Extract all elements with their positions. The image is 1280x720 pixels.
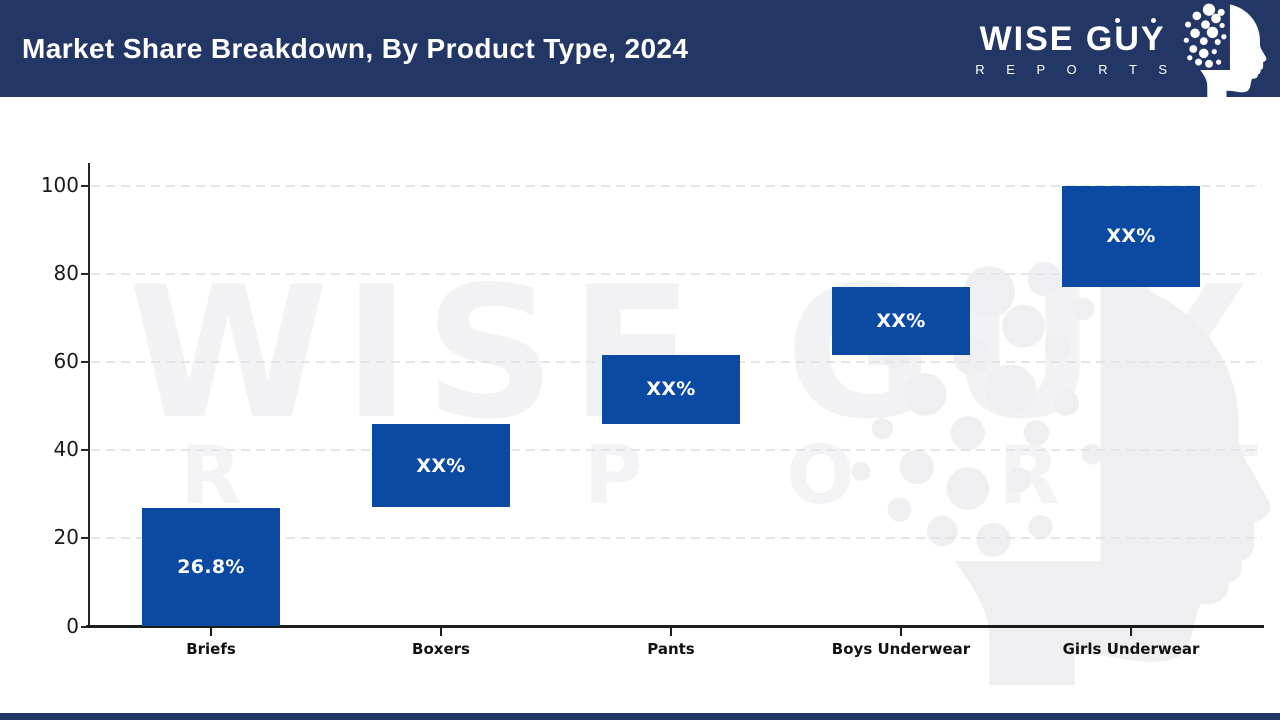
- y-tick-label-80: 80: [53, 260, 79, 285]
- chart-title: Market Share Breakdown, By Product Type,…: [22, 32, 689, 64]
- logo-line1-text: WISE GUY: [979, 20, 1166, 58]
- x-tick-boxers: [440, 628, 442, 636]
- wise-guy-reports-logo: WISE GUY R E P O R T S: [969, 1, 1270, 97]
- logo-subtitle: R E P O R T S: [975, 62, 1176, 77]
- watermark-subtitle: R E P O R T S: [180, 429, 1280, 522]
- y-tick-label-100: 100: [40, 172, 79, 197]
- x-tick-girls-underwear: [1130, 628, 1132, 636]
- x-axis-spine: [86, 625, 1264, 628]
- bar-girls-underwear: XX%: [1062, 185, 1200, 287]
- y-tick-label-0: 0: [66, 613, 79, 638]
- plot-region: WISE GUY R E P O R T S 02040608010026.8%…: [0, 97, 1280, 713]
- logo-wordmark: WISE GUY: [979, 18, 1166, 59]
- y-tick-80: [81, 272, 88, 275]
- bar-boxers: XX%: [372, 423, 510, 508]
- x-axis-label-boys-underwear: Boys Underwear: [831, 640, 971, 658]
- y-tick-label-60: 60: [53, 348, 79, 373]
- x-axis-label-pants: Pants: [647, 640, 695, 658]
- gridline-40: [91, 449, 1262, 452]
- y-tick-20: [81, 537, 88, 540]
- dotted-head-icon: [1183, 3, 1267, 97]
- gridline-80: [91, 272, 1262, 275]
- y-tick-label-20: 20: [53, 525, 79, 550]
- y-axis-spine: [88, 163, 90, 627]
- header-band: Market Share Breakdown, By Product Type,…: [0, 0, 1280, 97]
- x-axis-label-girls-underwear: Girls Underwear: [1062, 640, 1200, 658]
- x-tick-briefs: [210, 628, 212, 636]
- x-tick-pants: [670, 628, 672, 636]
- gridline-20: [91, 537, 1262, 540]
- bar-briefs: 26.8%: [142, 508, 280, 627]
- bar-value-label-boxers: XX%: [416, 454, 466, 477]
- bar-pants: XX%: [602, 355, 740, 424]
- bar-value-label-girls-underwear: XX%: [1106, 225, 1156, 248]
- bar-value-label-boys-underwear: XX%: [876, 310, 926, 333]
- y-tick-100: [81, 184, 88, 187]
- footer-band: [0, 713, 1280, 720]
- x-axis-label-briefs: Briefs: [186, 640, 236, 658]
- bar-value-label-pants: XX%: [646, 378, 696, 401]
- bar-value-label-briefs: 26.8%: [177, 556, 245, 579]
- bar-boys-underwear: XX%: [832, 286, 970, 356]
- gridline-100: [91, 184, 1262, 187]
- x-axis-label-boxers: Boxers: [412, 640, 470, 658]
- x-tick-boys-underwear: [900, 628, 902, 636]
- y-tick-0: [81, 625, 88, 628]
- y-tick-40: [81, 449, 88, 452]
- y-tick-label-40: 40: [53, 437, 79, 462]
- logo-dot-icon: [1114, 18, 1120, 23]
- logo-dot-icon: [1150, 18, 1156, 23]
- y-tick-60: [81, 360, 88, 363]
